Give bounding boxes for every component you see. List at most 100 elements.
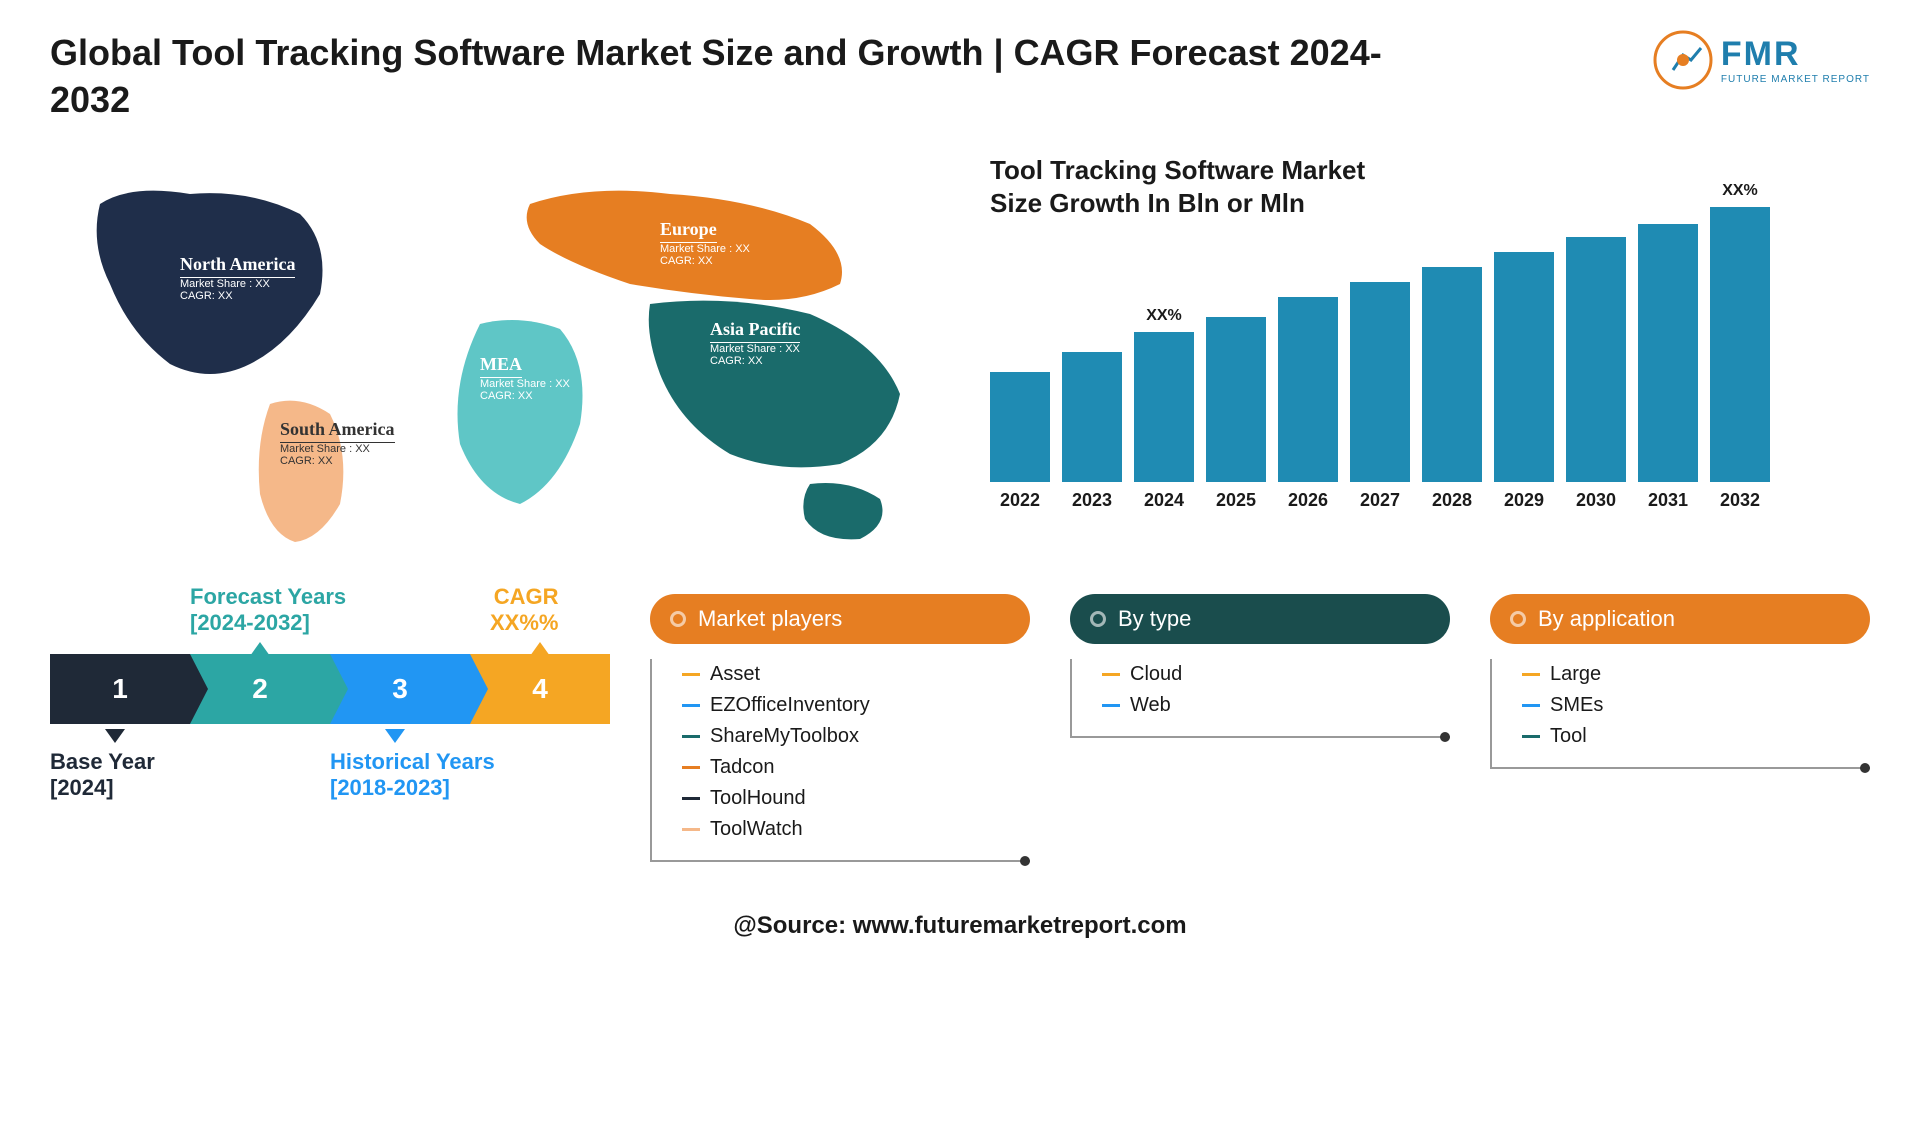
list-item-label: EZOfficeInventory bbox=[710, 694, 870, 717]
bar-year-label: 2026 bbox=[1288, 490, 1328, 511]
category-by-application: By application Large SMEs Tool bbox=[1490, 594, 1870, 862]
bar-2026: 2026 bbox=[1278, 297, 1338, 511]
region-ap-name: Asia Pacific bbox=[710, 319, 800, 343]
list-item: ShareMyToolbox bbox=[682, 721, 1010, 752]
list-item-label: Tool bbox=[1550, 725, 1587, 748]
region-sa-cagr: CAGR: XX bbox=[280, 455, 395, 467]
timeline-historical-label: Historical Years [2018-2023] bbox=[330, 749, 495, 802]
bullet-icon bbox=[1510, 611, 1526, 627]
list-item: Web bbox=[1102, 690, 1430, 721]
region-mea-cagr: CAGR: XX bbox=[480, 390, 570, 402]
map-svg bbox=[50, 144, 950, 544]
bar-rect bbox=[1710, 207, 1770, 482]
list-item-label: Tadcon bbox=[710, 756, 775, 779]
bar-year-label: 2024 bbox=[1144, 490, 1184, 511]
logo-subtitle: FUTURE MARKET REPORT bbox=[1721, 74, 1870, 85]
tick-icon bbox=[1522, 673, 1540, 676]
category-header: By type bbox=[1070, 594, 1450, 644]
bar-annotation: XX% bbox=[1722, 182, 1758, 200]
region-eu-cagr: CAGR: XX bbox=[660, 255, 750, 267]
arrow-down-icon bbox=[105, 729, 125, 743]
bar-2023: 2023 bbox=[1062, 352, 1122, 511]
page-title: Global Tool Tracking Software Market Siz… bbox=[50, 30, 1450, 124]
tick-icon bbox=[682, 766, 700, 769]
tick-icon bbox=[682, 797, 700, 800]
list-item-label: SMEs bbox=[1550, 694, 1603, 717]
chart-title: Tool Tracking Software Market Size Growt… bbox=[990, 154, 1390, 222]
timeline-steps: 1 2 3 4 bbox=[50, 654, 610, 724]
bar-rect bbox=[1206, 317, 1266, 482]
bar-year-label: 2027 bbox=[1360, 490, 1400, 511]
bar-rect bbox=[1422, 267, 1482, 482]
bar-2027: 2027 bbox=[1350, 282, 1410, 511]
list-item-label: ToolHound bbox=[710, 787, 806, 810]
tick-icon bbox=[1102, 704, 1120, 707]
list-item: Tadcon bbox=[682, 752, 1010, 783]
tick-icon bbox=[682, 828, 700, 831]
logo-brand: FMR bbox=[1721, 35, 1870, 74]
bar-rect bbox=[1062, 352, 1122, 482]
list-item: ToolWatch bbox=[682, 814, 1010, 845]
bar-rect bbox=[990, 372, 1050, 482]
category-header-text: By type bbox=[1118, 606, 1191, 632]
category-list: Large SMEs Tool bbox=[1490, 659, 1870, 769]
list-item: Cloud bbox=[1102, 659, 1430, 690]
category-list: Cloud Web bbox=[1070, 659, 1450, 738]
timeline-step-1: 1 bbox=[50, 654, 190, 724]
bar-2022: 2022 bbox=[990, 372, 1050, 511]
tick-icon bbox=[1522, 735, 1540, 738]
source-text: @Source: www.futuremarketreport.com bbox=[50, 912, 1870, 940]
timeline-step-3: 3 bbox=[330, 654, 470, 724]
bar-rect bbox=[1350, 282, 1410, 482]
list-item-label: Web bbox=[1130, 694, 1171, 717]
list-item-label: ToolWatch bbox=[710, 818, 803, 841]
region-ap-cagr: CAGR: XX bbox=[710, 355, 800, 367]
bar-year-label: 2030 bbox=[1576, 490, 1616, 511]
category-by-type: By type Cloud Web bbox=[1070, 594, 1450, 862]
timeline-forecast-label: Forecast Years [2024-2032] bbox=[190, 584, 346, 637]
bar-year-label: 2031 bbox=[1648, 490, 1688, 511]
region-sa-name: South America bbox=[280, 419, 395, 443]
bar-2029: 2029 bbox=[1494, 252, 1554, 511]
category-list: Asset EZOfficeInventory ShareMyToolbox Tadc… bbox=[650, 659, 1030, 862]
bullet-icon bbox=[670, 611, 686, 627]
category-header: Market players bbox=[650, 594, 1030, 644]
logo: FMR FUTURE MARKET REPORT bbox=[1653, 30, 1870, 90]
category-market-players: Market players Asset EZOfficeInventory Shar… bbox=[650, 594, 1030, 862]
bar-year-label: 2029 bbox=[1504, 490, 1544, 511]
list-item: ToolHound bbox=[682, 783, 1010, 814]
bar-annotation: XX% bbox=[1146, 307, 1182, 325]
region-ap-share: Market Share : XX bbox=[710, 343, 800, 355]
list-item: Large bbox=[1522, 659, 1850, 690]
category-header-text: Market players bbox=[698, 606, 842, 632]
region-eu-share: Market Share : XX bbox=[660, 243, 750, 255]
bar-year-label: 2023 bbox=[1072, 490, 1112, 511]
tick-icon bbox=[682, 735, 700, 738]
bar-chart: Tool Tracking Software Market Size Growt… bbox=[990, 144, 1870, 544]
bar-rect bbox=[1638, 224, 1698, 482]
bar-rect bbox=[1134, 332, 1194, 482]
bar-2028: 2028 bbox=[1422, 267, 1482, 511]
region-mea-share: Market Share : XX bbox=[480, 378, 570, 390]
region-na-cagr: CAGR: XX bbox=[180, 290, 295, 302]
timeline: Forecast Years [2024-2032] CAGR XX%% 1 2… bbox=[50, 594, 610, 724]
list-item-label: ShareMyToolbox bbox=[710, 725, 859, 748]
bar-rect bbox=[1278, 297, 1338, 482]
tick-icon bbox=[682, 673, 700, 676]
bar-2030: 2030 bbox=[1566, 237, 1626, 511]
category-header-text: By application bbox=[1538, 606, 1675, 632]
timeline-step-2: 2 bbox=[190, 654, 330, 724]
timeline-cagr-label: CAGR XX%% bbox=[490, 584, 558, 637]
list-item: Asset bbox=[682, 659, 1010, 690]
bar-year-label: 2032 bbox=[1720, 490, 1760, 511]
bar-2025: 2025 bbox=[1206, 317, 1266, 511]
bar-2024: 2024XX% bbox=[1134, 332, 1194, 511]
list-item-label: Cloud bbox=[1130, 663, 1182, 686]
region-na-name: North America bbox=[180, 254, 295, 278]
bar-year-label: 2025 bbox=[1216, 490, 1256, 511]
bar-year-label: 2022 bbox=[1000, 490, 1040, 511]
world-map: North America Market Share : XX CAGR: XX… bbox=[50, 144, 950, 544]
bar-2031: 2031 bbox=[1638, 224, 1698, 511]
list-item-label: Asset bbox=[710, 663, 760, 686]
region-mea-name: MEA bbox=[480, 354, 522, 378]
